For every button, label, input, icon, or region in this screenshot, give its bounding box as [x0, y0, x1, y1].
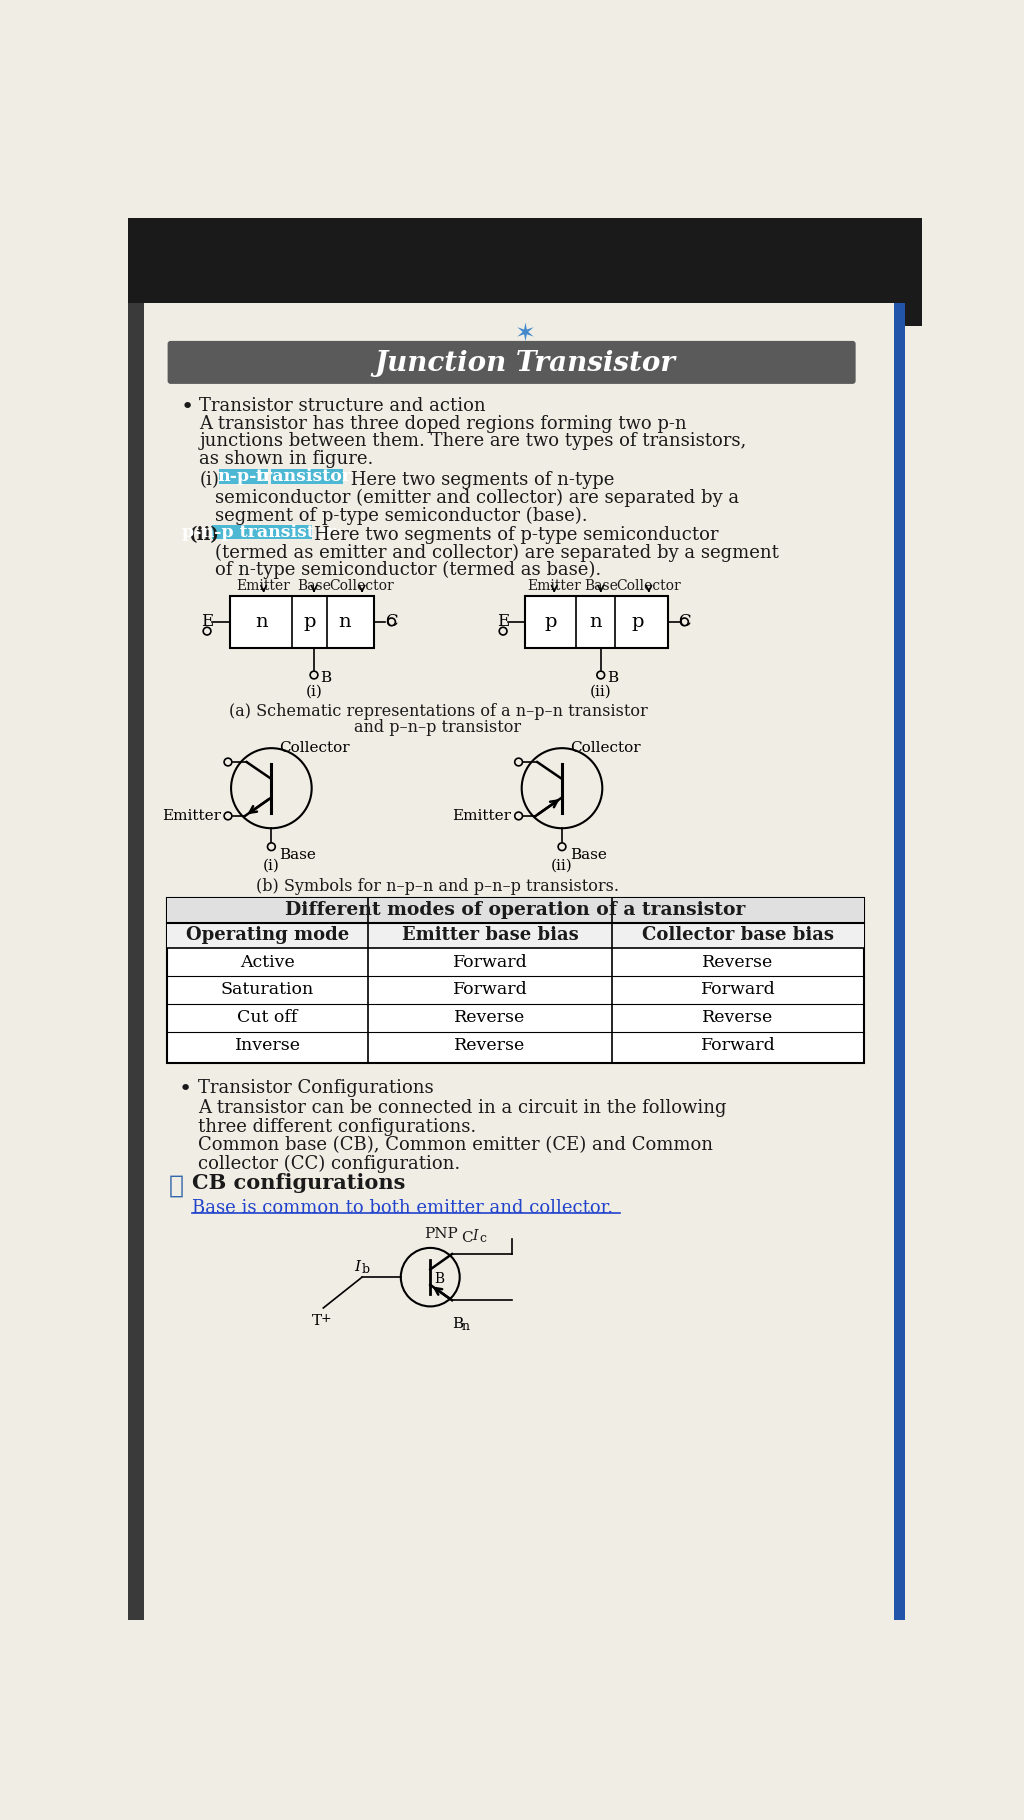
Polygon shape	[128, 304, 143, 1620]
Text: n-p-n: n-p-n	[217, 468, 269, 486]
Text: Transistor structure and action: Transistor structure and action	[200, 397, 486, 415]
Text: b: b	[362, 1263, 370, 1276]
Bar	[167, 897, 864, 923]
Polygon shape	[894, 304, 904, 1620]
Bar	[230, 595, 374, 648]
Text: Forward: Forward	[700, 1037, 775, 1054]
Text: Reverse: Reverse	[702, 1008, 773, 1026]
Text: Emitter: Emitter	[237, 579, 291, 593]
Text: of n-type semiconductor (termed as base).: of n-type semiconductor (termed as base)…	[215, 561, 601, 579]
Text: E: E	[201, 613, 213, 630]
Text: E: E	[497, 613, 509, 630]
Text: Collector: Collector	[330, 579, 394, 593]
Text: (i): (i)	[263, 859, 280, 874]
Text: Active: Active	[240, 954, 295, 970]
Text: n: n	[255, 613, 267, 632]
Text: Operating mode: Operating mode	[186, 926, 349, 945]
Text: as shown in figure.: as shown in figure.	[200, 450, 374, 468]
Text: C: C	[461, 1230, 473, 1245]
Text: Collector: Collector	[280, 741, 350, 755]
Text: Common base (CB), Common emitter (CE) and Common: Common base (CB), Common emitter (CE) an…	[198, 1136, 713, 1154]
Text: Base: Base	[297, 579, 331, 593]
Text: A transistor has three doped regions forming two p-n: A transistor has three doped regions for…	[200, 415, 687, 433]
Text: Saturation: Saturation	[221, 981, 314, 999]
Text: Reverse: Reverse	[455, 1008, 525, 1026]
Text: Reverse: Reverse	[702, 954, 773, 970]
Text: Emitter: Emitter	[162, 808, 221, 823]
Text: p: p	[544, 613, 557, 632]
Text: segment of p-type semiconductor (base).: segment of p-type semiconductor (base).	[215, 506, 588, 524]
Text: I: I	[472, 1230, 477, 1243]
Text: A transistor can be connected in a circuit in the following: A transistor can be connected in a circu…	[198, 1099, 726, 1117]
Text: n: n	[461, 1320, 469, 1332]
Text: Emitter: Emitter	[453, 808, 512, 823]
Polygon shape	[143, 304, 894, 1620]
Text: (termed as emitter and collector) are separated by a segment: (termed as emitter and collector) are se…	[215, 544, 778, 562]
Text: n: n	[339, 613, 351, 632]
Text: ✶: ✶	[514, 322, 536, 346]
Text: Collector: Collector	[569, 741, 640, 755]
Polygon shape	[128, 218, 922, 326]
Text: C: C	[678, 613, 691, 630]
Text: junctions between them. There are two types of transistors,: junctions between them. There are two ty…	[200, 433, 746, 451]
Text: CB configurations: CB configurations	[191, 1174, 404, 1194]
Bar	[271, 470, 343, 484]
Text: and p–n–p transistor: and p–n–p transistor	[354, 719, 521, 735]
Text: Forward: Forward	[700, 981, 775, 999]
Text: (i): (i)	[305, 684, 323, 699]
Text: B: B	[434, 1272, 444, 1285]
Text: Collector base bias: Collector base bias	[642, 926, 834, 945]
Text: B: B	[452, 1318, 463, 1330]
Text: (ii): (ii)	[188, 526, 219, 544]
Text: transistor:: transistor:	[256, 468, 358, 486]
Text: Reverse: Reverse	[455, 1037, 525, 1054]
Text: 木: 木	[168, 1174, 183, 1198]
Text: Base: Base	[280, 848, 316, 863]
Bar	[524, 595, 669, 648]
Text: Collector: Collector	[616, 579, 681, 593]
Text: B: B	[321, 672, 332, 684]
Text: Inverse: Inverse	[234, 1037, 300, 1054]
Text: Emitter base bias: Emitter base bias	[401, 926, 579, 945]
Text: •: •	[180, 397, 194, 417]
Text: Forward: Forward	[453, 954, 527, 970]
Text: Here two segments of n-type: Here two segments of n-type	[345, 471, 614, 490]
Text: T: T	[311, 1314, 322, 1329]
FancyBboxPatch shape	[168, 342, 855, 384]
Bar	[167, 897, 864, 1063]
Text: (ii): (ii)	[590, 684, 611, 699]
Text: Base: Base	[569, 848, 606, 863]
Text: p: p	[303, 613, 315, 632]
Text: Emitter: Emitter	[527, 579, 582, 593]
Text: PNP: PNP	[424, 1227, 458, 1241]
Text: Junction Transistor: Junction Transistor	[375, 351, 675, 377]
Text: C: C	[385, 613, 397, 630]
Text: p: p	[632, 613, 644, 632]
Text: •: •	[178, 1079, 191, 1099]
Text: p-n-p transistor:: p-n-p transistor:	[182, 524, 342, 541]
Text: Forward: Forward	[453, 981, 527, 999]
Bar	[212, 524, 312, 539]
Text: semiconductor (emitter and collector) are separated by a: semiconductor (emitter and collector) ar…	[215, 490, 739, 508]
Text: I: I	[354, 1259, 360, 1274]
Text: Cut off: Cut off	[238, 1008, 298, 1026]
Text: Different modes of operation of a transistor: Different modes of operation of a transi…	[286, 901, 745, 919]
Text: c: c	[480, 1232, 486, 1245]
Text: three different configurations.: three different configurations.	[198, 1117, 476, 1136]
Text: (ii): (ii)	[551, 859, 572, 874]
Text: n: n	[589, 613, 602, 632]
Bar	[167, 923, 864, 948]
Text: Base: Base	[584, 579, 617, 593]
Bar	[219, 470, 267, 484]
Text: Here two segments of p-type semiconductor: Here two segments of p-type semiconducto…	[314, 526, 719, 544]
Text: (a) Schematic representations of a n–p–n transistor: (a) Schematic representations of a n–p–n…	[228, 704, 647, 721]
Text: Base is common to both emitter and collector.: Base is common to both emitter and colle…	[191, 1199, 612, 1218]
Text: Transistor Configurations: Transistor Configurations	[198, 1079, 433, 1097]
Text: +: +	[321, 1312, 331, 1325]
Text: (i): (i)	[200, 471, 219, 490]
Text: collector (CC) configuration.: collector (CC) configuration.	[198, 1154, 460, 1172]
Text: (b) Symbols for n–p–n and p–n–p transistors.: (b) Symbols for n–p–n and p–n–p transist…	[256, 877, 620, 894]
Text: B: B	[607, 672, 618, 684]
